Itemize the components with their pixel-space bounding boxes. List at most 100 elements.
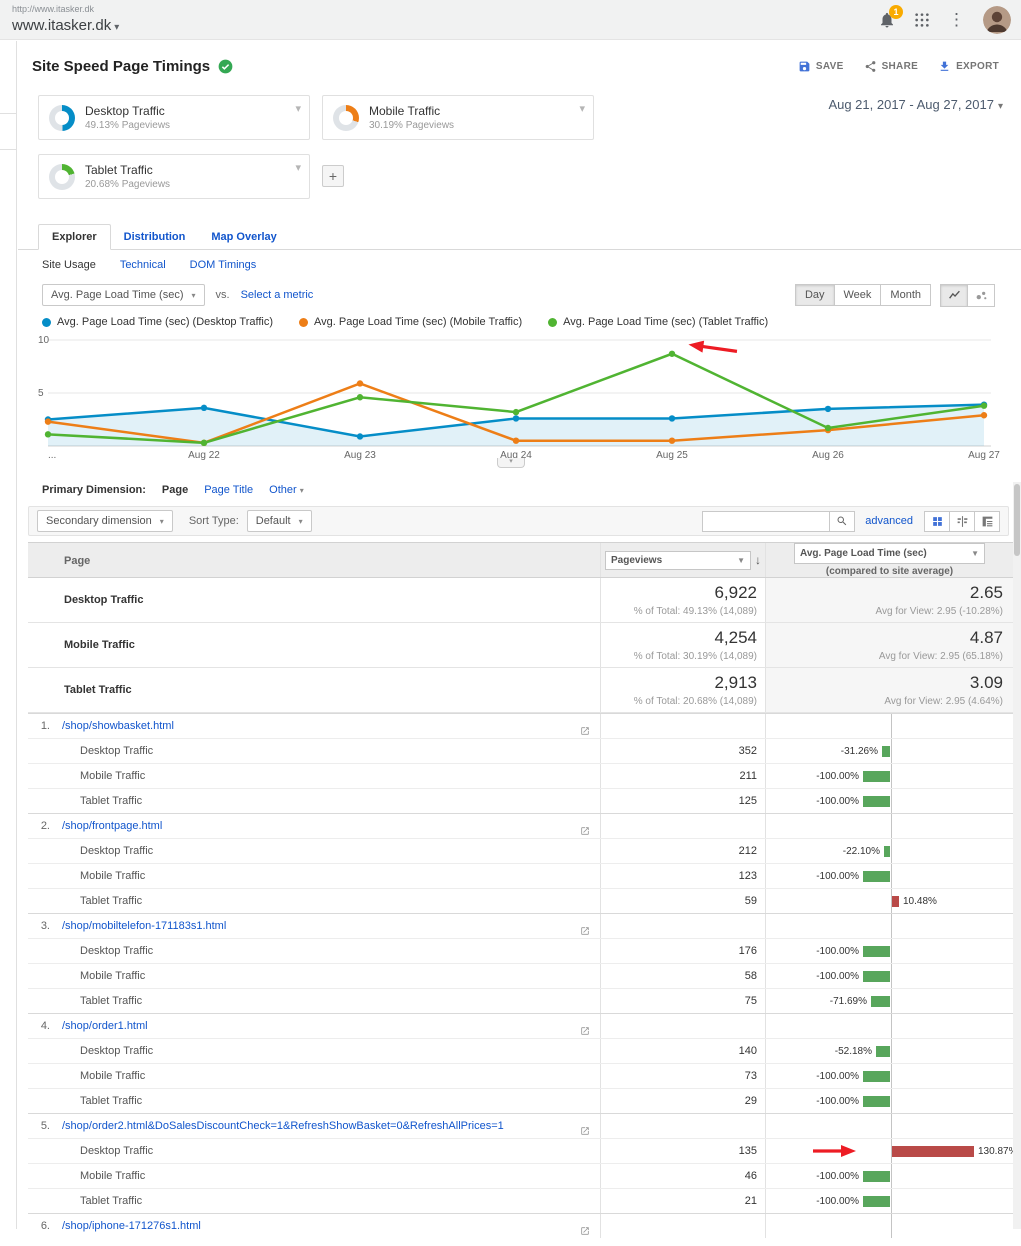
subtab-dom-timings[interactable]: DOM Timings xyxy=(189,259,257,271)
annotation-arrow-icon xyxy=(686,338,740,360)
granularity-day[interactable]: Day xyxy=(794,284,835,306)
granularity-month[interactable]: Month xyxy=(880,284,931,306)
dimension-page-title[interactable]: Page Title xyxy=(204,484,254,496)
external-link-icon[interactable] xyxy=(580,1226,590,1236)
sort-descending-icon[interactable]: ↓ xyxy=(755,553,761,567)
chevron-down-icon[interactable]: ▾ xyxy=(579,103,585,115)
page-link[interactable]: /shop/order1.html xyxy=(62,1020,148,1032)
caret-down-icon: ▼ xyxy=(971,549,979,558)
svg-text:Aug 25: Aug 25 xyxy=(656,450,688,461)
sort-type-select[interactable]: Default ▾ xyxy=(246,510,312,532)
pivot-view-button[interactable] xyxy=(974,510,1000,532)
pageviews-column-select[interactable]: Pageviews ▼ xyxy=(605,550,751,570)
subtab-site-usage[interactable]: Site Usage xyxy=(42,259,96,271)
comparison-axis xyxy=(891,989,892,1013)
legend-dot-icon xyxy=(299,317,309,327)
comparison-axis xyxy=(891,839,892,863)
tab-map-overlay[interactable]: Map Overlay xyxy=(211,231,277,243)
row-index: 4. xyxy=(40,1020,50,1032)
segment-row-label: Tablet Traffic xyxy=(80,1195,143,1207)
segment-card-desktop[interactable]: Desktop Traffic 49.13% Pageviews ▾ xyxy=(38,95,310,140)
property-url: http://www.itasker.dk xyxy=(12,4,95,14)
segment-row-label: Tablet Traffic xyxy=(80,795,143,807)
chevron-down-icon: ▾ xyxy=(299,486,304,495)
external-link-icon[interactable] xyxy=(580,926,590,936)
metric-total-note: Avg for View: 2.95 (-10.28%) xyxy=(875,606,1003,617)
legend-item: Avg. Page Load Time (sec) (Desktop Traff… xyxy=(42,316,273,328)
export-button[interactable]: EXPORT xyxy=(938,60,999,73)
scrollbar-thumb[interactable] xyxy=(1014,484,1020,556)
chevron-down-icon[interactable]: ▾ xyxy=(295,103,301,115)
page-link[interactable]: /shop/mobiltelefon-171183s1.html xyxy=(62,920,227,932)
chevron-down-icon[interactable]: ▾ xyxy=(295,162,301,174)
vertical-scrollbar[interactable] xyxy=(1013,482,1021,1229)
dimension-other[interactable]: Other ▾ xyxy=(269,484,304,496)
page-link[interactable]: /shop/order2.html&DoSalesDiscountCheck=1… xyxy=(62,1120,504,1132)
table-view-button[interactable] xyxy=(924,510,950,532)
comparison-view-button[interactable] xyxy=(949,510,975,532)
select-metric-link[interactable]: Select a metric xyxy=(240,289,314,301)
segment-row-label: Mobile Traffic xyxy=(80,970,146,982)
comparison-axis xyxy=(891,1214,892,1238)
line-chart-view-button[interactable] xyxy=(940,283,968,307)
comparison-axis xyxy=(891,1189,892,1213)
chevron-down-icon: ▾ xyxy=(298,516,303,526)
dimension-page[interactable]: Page xyxy=(161,484,189,496)
comparison-bar xyxy=(863,946,890,957)
timeline-handle[interactable]: ▾ xyxy=(497,458,525,468)
apps-grid-button[interactable] xyxy=(914,12,930,28)
chart-type-buttons xyxy=(940,283,995,307)
notifications-button[interactable]: 1 xyxy=(878,5,903,29)
pageviews-value: 212 xyxy=(600,839,765,863)
kebab-menu-button[interactable]: ⋮ xyxy=(948,10,965,29)
page-link[interactable]: /shop/iphone-171276s1.html xyxy=(62,1220,201,1232)
segment-name: Tablet Traffic xyxy=(85,163,153,177)
external-link-icon[interactable] xyxy=(580,726,590,736)
subtab-technical[interactable]: Technical xyxy=(119,259,166,271)
delta-label: -100.00% xyxy=(816,1171,859,1182)
pageviews-value: 352 xyxy=(600,739,765,763)
segment-card-tablet[interactable]: Tablet Traffic 20.68% Pageviews ▾ xyxy=(38,154,310,199)
comparison-bar xyxy=(863,1171,890,1182)
add-segment-button[interactable]: + xyxy=(322,165,344,187)
pageviews-total-note: % of Total: 30.19% (14,089) xyxy=(633,651,757,662)
column-header-page[interactable]: Page xyxy=(64,555,91,567)
timeseries-chart[interactable]: 5 10... Aug 22 Aug 23 Aug 24 Aug 25 Aug 26 Aug … xyxy=(32,332,1007,472)
comparison-axis xyxy=(891,739,892,763)
chevron-down-icon: ▾ xyxy=(191,290,196,300)
advanced-link[interactable]: advanced xyxy=(865,515,913,527)
comparison-bar xyxy=(871,996,890,1007)
avatar[interactable] xyxy=(983,6,1011,34)
page-link[interactable]: /shop/showbasket.html xyxy=(62,720,174,732)
search-input[interactable] xyxy=(702,510,831,532)
page-link[interactable]: /shop/frontpage.html xyxy=(62,820,163,832)
segment-row-label: Tablet Traffic xyxy=(80,1095,143,1107)
collapsed-sidebar[interactable] xyxy=(0,41,17,1229)
external-link-icon[interactable] xyxy=(580,1126,590,1136)
save-button[interactable]: SAVE xyxy=(798,60,844,73)
annotation-arrow-icon xyxy=(811,1145,857,1160)
share-button[interactable]: SHARE xyxy=(864,60,919,73)
comparison-view-icon xyxy=(957,515,967,527)
row-index: 6. xyxy=(40,1220,50,1232)
external-link-icon[interactable] xyxy=(580,1026,590,1036)
table-row: 5. /shop/order2.html&DoSalesDiscountCheck… xyxy=(28,1113,1013,1138)
external-link-icon[interactable] xyxy=(580,826,590,836)
summary-label: Desktop Traffic xyxy=(64,594,144,606)
metric-column-select[interactable]: Avg. Page Load Time (sec) ▼ xyxy=(794,543,985,564)
segment-row-label: Desktop Traffic xyxy=(80,745,154,757)
account-selector[interactable]: www.itasker.dk ▾ xyxy=(12,17,120,34)
segment-card-mobile[interactable]: Mobile Traffic 30.19% Pageviews ▾ xyxy=(322,95,594,140)
date-range-selector[interactable]: Aug 21, 2017 - Aug 27, 2017 ▾ xyxy=(828,97,1003,112)
delta-label: -100.00% xyxy=(816,871,859,882)
search-button[interactable] xyxy=(829,510,856,532)
motion-chart-view-button[interactable] xyxy=(967,283,995,307)
secondary-dimension-button[interactable]: Secondary dimension ▾ xyxy=(37,510,173,532)
tab-distribution[interactable]: Distribution xyxy=(123,231,186,243)
metric-select[interactable]: Avg. Page Load Time (sec) ▾ xyxy=(42,284,205,306)
granularity-week[interactable]: Week xyxy=(833,284,882,306)
segment-donut-icon xyxy=(49,104,75,131)
tab-explorer[interactable]: Explorer xyxy=(38,224,111,250)
pageviews-value: 176 xyxy=(600,939,765,963)
summary-label: Tablet Traffic xyxy=(64,684,132,696)
